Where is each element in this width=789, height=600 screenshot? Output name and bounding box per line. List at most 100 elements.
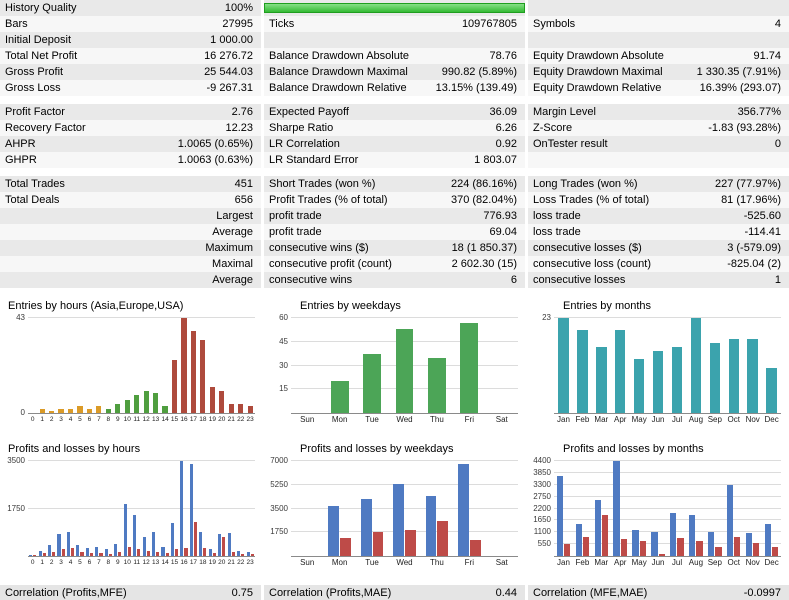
x-axis-label: 20	[218, 416, 226, 423]
loss-bar	[658, 553, 665, 556]
stat-label: consecutive loss (count)	[533, 258, 651, 270]
bar	[330, 381, 349, 413]
stats-cell: GHPR 1.0063 (0.63%)	[0, 152, 261, 168]
bar-slot	[28, 461, 37, 556]
bar-slot	[421, 461, 453, 556]
bar-slot	[189, 318, 198, 413]
bar	[77, 406, 83, 413]
x-axis-label: 8	[106, 416, 111, 423]
bar-slot	[236, 461, 245, 556]
chart-bars	[28, 461, 255, 556]
stat-label: loss trade	[533, 210, 581, 222]
bar-slot	[743, 318, 762, 413]
chart-entries-by-hours: Entries by hours (Asia,Europe,USA) 43 0 0 1 2…	[0, 296, 263, 439]
y-axis-label: 550	[537, 539, 551, 549]
stats-cell: Gross Profit 25 544.03	[0, 64, 261, 80]
loss-bar	[61, 549, 65, 556]
stats-cell	[264, 32, 525, 48]
bar-slot	[486, 318, 518, 413]
x-axis-label: Mar	[594, 415, 609, 424]
bar-slot	[227, 461, 236, 556]
bar	[124, 399, 130, 413]
bar-slot	[189, 461, 198, 556]
x-axis-label: 13	[152, 416, 160, 423]
loss-bar	[33, 555, 37, 556]
bar-slot	[686, 461, 705, 556]
bar	[766, 367, 777, 413]
bar	[228, 404, 234, 413]
bar-slot	[151, 318, 160, 413]
x-axis-label: 3	[59, 559, 63, 566]
chart-title: Profits and losses by hours	[8, 443, 141, 455]
bar-slot	[123, 318, 132, 413]
correlation-value: -0.0997	[743, 587, 781, 599]
loss-bar	[146, 550, 150, 556]
bar-slot	[573, 318, 592, 413]
stat-label: Short Trades (won %)	[269, 178, 376, 190]
profit-bar	[613, 461, 620, 556]
bar	[747, 338, 758, 413]
bar-slot	[668, 461, 687, 556]
bar	[162, 406, 168, 413]
loss-bar	[340, 538, 351, 556]
gridline	[291, 507, 518, 509]
bar-slot	[85, 318, 94, 413]
x-axis-label: Thu	[430, 415, 444, 424]
profit-bar	[218, 534, 222, 556]
x-axis-label: 9	[115, 559, 120, 566]
x-axis-labels: Sun Mon Tue Wed Thu Fri Sat	[291, 415, 518, 424]
bar-slot	[592, 461, 611, 556]
profit-bar	[85, 547, 89, 556]
stat-label: loss trade	[533, 226, 581, 238]
profit-bar	[594, 499, 601, 556]
x-axis-label: 17	[189, 559, 198, 566]
gridline	[554, 531, 781, 533]
stat-value: -1.83 (93.28%)	[708, 122, 781, 134]
x-axis-label: 1	[40, 559, 44, 566]
bar	[96, 406, 102, 413]
bar-slot	[104, 461, 113, 556]
stat-label: GHPR	[5, 154, 37, 166]
stat-value: Average	[212, 226, 253, 238]
stat-label: Gross Profit	[5, 66, 64, 78]
bar-slot	[630, 461, 649, 556]
stat-value: 18 (1 850.37)	[451, 242, 517, 254]
charts-grid: Entries by hours (Asia,Europe,USA) 43 0 0 1 2…	[0, 296, 789, 582]
stats-cell: Gross Loss -9 267.31	[0, 80, 261, 96]
stat-label: Z-Score	[533, 122, 573, 134]
gridline	[554, 317, 781, 318]
bar-slot	[323, 318, 355, 413]
x-axis-label: Mar	[594, 558, 609, 567]
bar-slot	[56, 461, 65, 556]
x-axis-label: 22	[237, 416, 245, 423]
stat-label: consecutive wins ($)	[269, 242, 369, 254]
stat-label: consecutive losses ($)	[533, 242, 642, 254]
stat-value: Maximum	[205, 242, 253, 254]
bar-slot	[291, 318, 323, 413]
x-axis-label: 5	[78, 416, 82, 423]
x-axis-label: Mon	[331, 558, 348, 567]
bar-slot	[573, 461, 592, 556]
gridline	[291, 460, 518, 461]
profit-bar	[95, 546, 99, 556]
stats-cell: Sharpe Ratio 6.26	[264, 120, 525, 136]
stats-cell: consecutive profit (count) 2 602.30 (15)	[264, 256, 525, 272]
stat-value: 1 803.07	[474, 154, 517, 166]
bar-slot	[113, 461, 122, 556]
bar-slot	[66, 318, 75, 413]
gridline	[28, 317, 255, 318]
y-axis-label: 3500	[7, 456, 25, 465]
gridline	[291, 483, 518, 485]
bar-slot	[179, 461, 188, 556]
stats-cell: Balance Drawdown Absolute 78.76	[264, 48, 525, 64]
loss-bar	[89, 553, 94, 556]
stats-cell: loss trade -114.41	[528, 224, 789, 240]
profit-bar	[38, 550, 42, 556]
x-axis-labels: Sun Mon Tue Wed Thu Fri Sat	[291, 558, 518, 567]
loss-bar	[250, 554, 254, 556]
profit-bar	[393, 484, 404, 556]
profit-bar	[764, 523, 772, 556]
bar-slot	[554, 461, 573, 556]
loss-bar	[193, 522, 198, 556]
stat-label: consecutive wins	[269, 274, 353, 286]
